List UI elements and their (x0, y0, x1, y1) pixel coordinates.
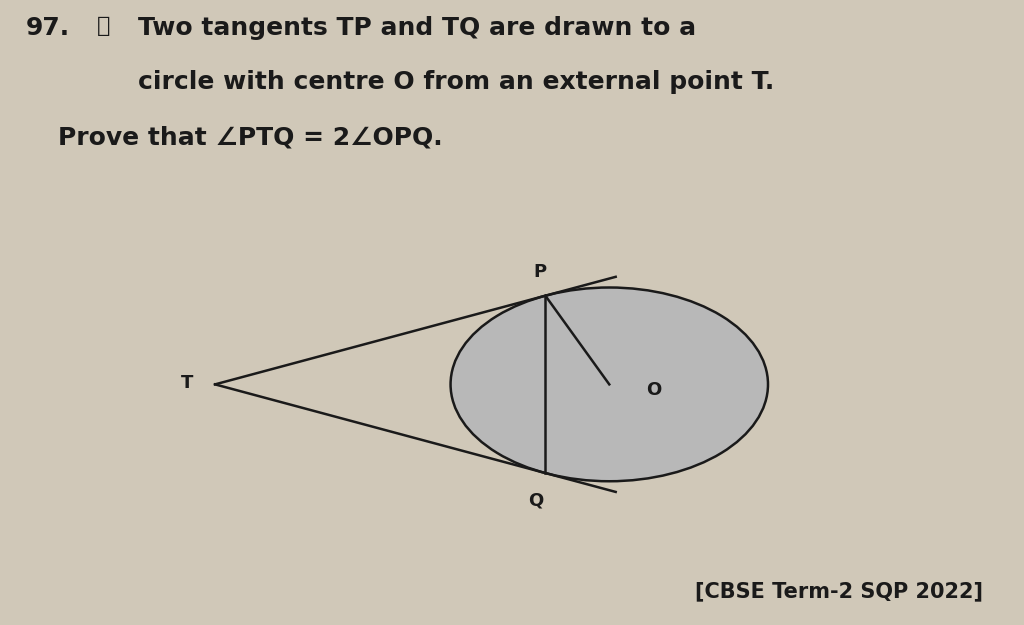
Text: Q: Q (528, 491, 544, 509)
Text: P: P (534, 263, 547, 281)
Circle shape (451, 288, 768, 481)
Text: T: T (180, 374, 193, 392)
Text: O: O (646, 381, 662, 399)
Text: Prove that ∠PTQ = 2∠OPQ.: Prove that ∠PTQ = 2∠OPQ. (58, 125, 443, 149)
Text: circle with centre O from an external point T.: circle with centre O from an external po… (138, 70, 774, 94)
Text: [CBSE Term-2 SQP 2022]: [CBSE Term-2 SQP 2022] (695, 581, 983, 601)
Text: ⒣: ⒣ (97, 16, 111, 36)
Text: Two tangents TP and TQ are drawn to a: Two tangents TP and TQ are drawn to a (138, 16, 696, 39)
Text: 97.: 97. (26, 16, 70, 39)
